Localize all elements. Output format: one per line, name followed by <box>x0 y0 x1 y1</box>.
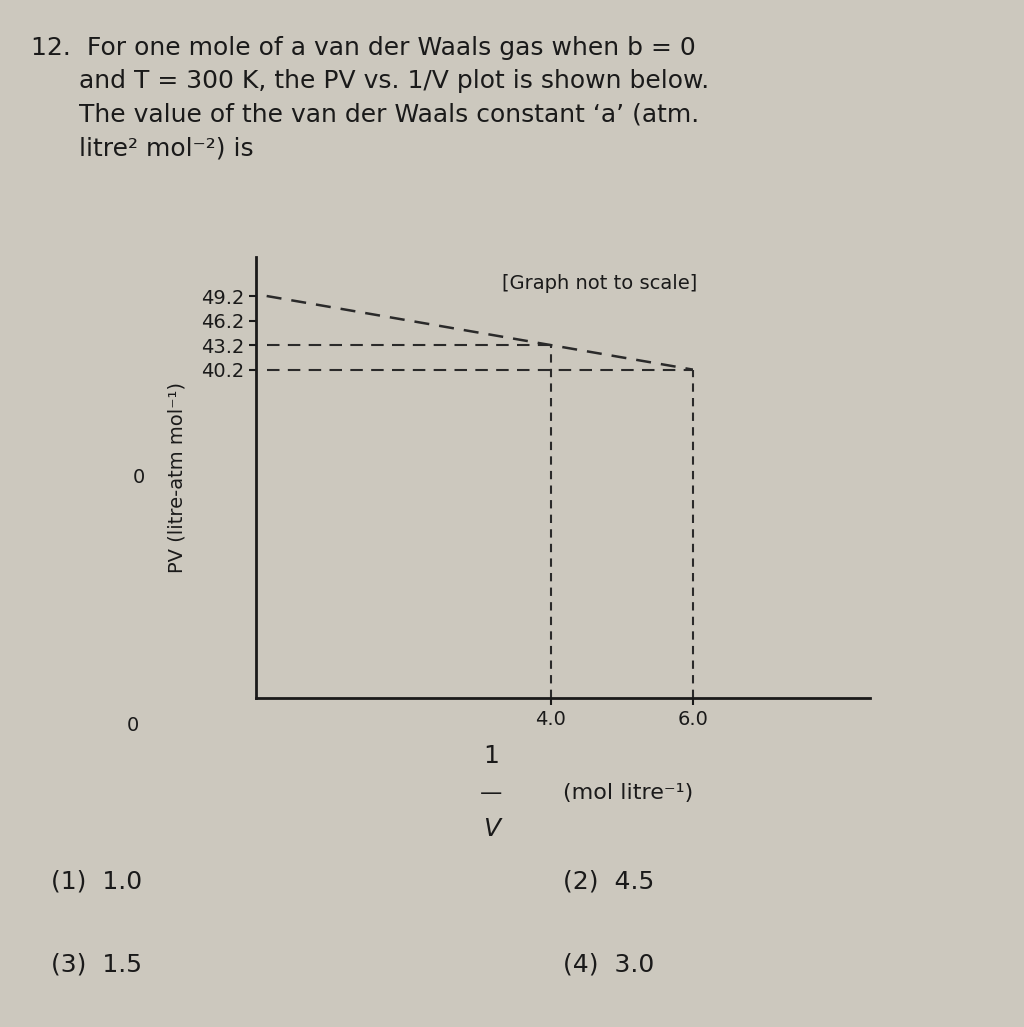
Text: (4)  3.0: (4) 3.0 <box>563 952 654 977</box>
Text: (1)  1.0: (1) 1.0 <box>51 869 142 893</box>
Y-axis label: PV (litre-atm mol⁻¹): PV (litre-atm mol⁻¹) <box>168 382 187 573</box>
Text: 12.  For one mole of a van der Waals gas when b = 0
      and T = 300 K, the PV : 12. For one mole of a van der Waals gas … <box>31 36 709 160</box>
Text: 0: 0 <box>133 468 145 487</box>
Text: (mol litre⁻¹): (mol litre⁻¹) <box>563 783 693 803</box>
Text: —: — <box>480 783 503 803</box>
Text: V: V <box>483 817 500 841</box>
Text: 1: 1 <box>483 745 500 768</box>
Text: (3)  1.5: (3) 1.5 <box>51 952 142 977</box>
Text: 0: 0 <box>127 716 139 735</box>
Text: [Graph not to scale]: [Graph not to scale] <box>502 274 697 294</box>
Text: (2)  4.5: (2) 4.5 <box>563 869 654 893</box>
